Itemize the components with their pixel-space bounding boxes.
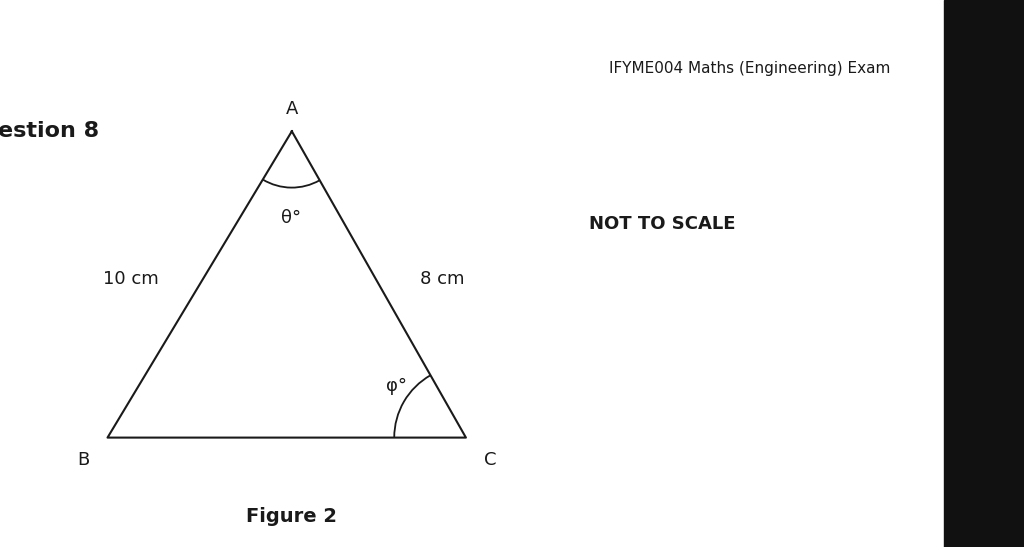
Text: A: A — [286, 100, 298, 118]
Text: θ°: θ° — [281, 210, 301, 228]
Text: Figure 2: Figure 2 — [247, 508, 337, 526]
Text: B: B — [77, 451, 89, 469]
Text: IFYME004 Maths (Engineering) Exam: IFYME004 Maths (Engineering) Exam — [609, 61, 891, 76]
Text: C: C — [484, 451, 497, 469]
Text: 10 cm: 10 cm — [103, 270, 159, 288]
Text: 8 cm: 8 cm — [420, 270, 464, 288]
Text: NOT TO SCALE: NOT TO SCALE — [589, 216, 735, 233]
Bar — [944, 0, 1024, 547]
Text: φ°: φ° — [385, 377, 407, 395]
Text: estion 8: estion 8 — [0, 121, 99, 141]
